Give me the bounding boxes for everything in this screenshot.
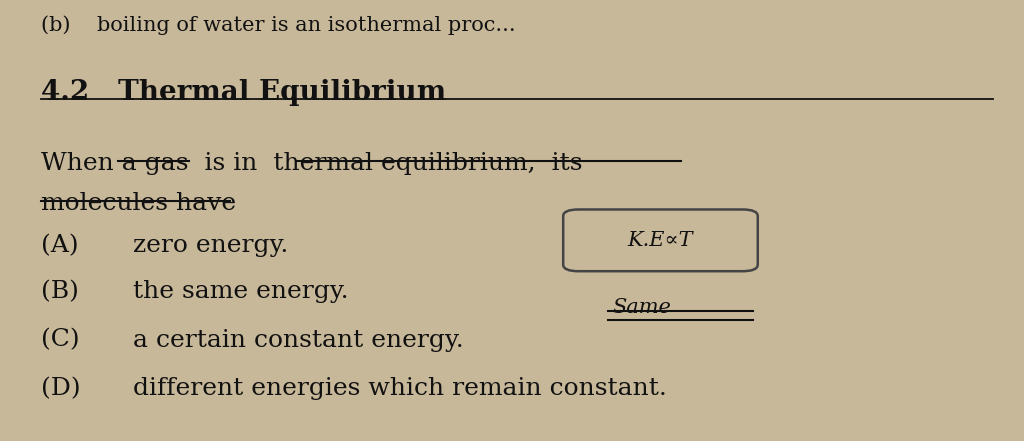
Text: 4.2   Thermal Equilibrium: 4.2 Thermal Equilibrium bbox=[41, 79, 446, 106]
Text: (D): (D) bbox=[41, 377, 81, 400]
Text: Same: Same bbox=[612, 298, 671, 317]
Text: zero energy.: zero energy. bbox=[133, 234, 289, 257]
Text: different energies which remain constant.: different energies which remain constant… bbox=[133, 377, 667, 400]
Text: (b)    boiling of water is an isothermal proc...: (b) boiling of water is an isothermal pr… bbox=[41, 15, 516, 35]
FancyBboxPatch shape bbox=[563, 209, 758, 271]
Text: (C): (C) bbox=[41, 329, 80, 351]
Text: When a gas  is in  thermal equilibrium,  its: When a gas is in thermal equilibrium, it… bbox=[41, 152, 583, 175]
Text: K.E∝T: K.E∝T bbox=[628, 231, 693, 250]
Text: (B): (B) bbox=[41, 280, 79, 303]
Text: (A): (A) bbox=[41, 234, 79, 257]
Text: the same energy.: the same energy. bbox=[133, 280, 349, 303]
Text: molecules have: molecules have bbox=[41, 192, 237, 215]
Text: a certain constant energy.: a certain constant energy. bbox=[133, 329, 464, 351]
